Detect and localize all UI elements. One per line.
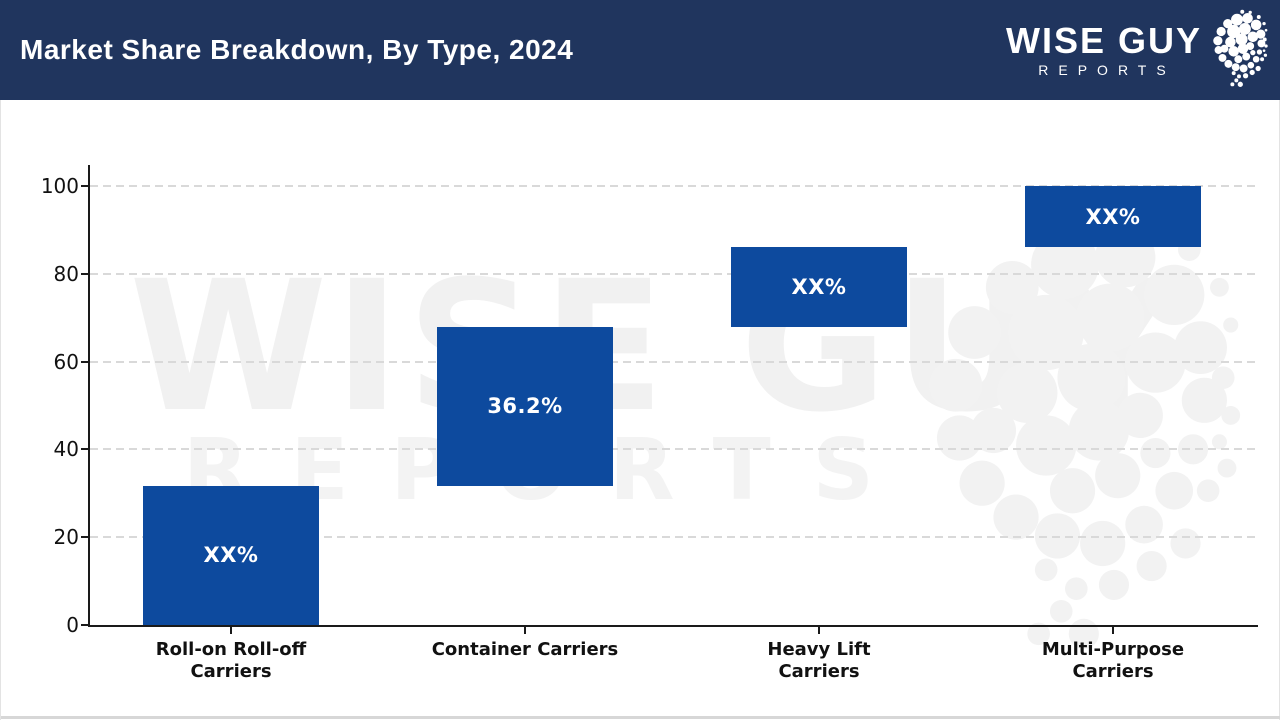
bar xyxy=(1025,186,1201,248)
y-tick-mark xyxy=(81,185,89,187)
y-tick-mark xyxy=(81,624,89,626)
x-category-label: Roll-on Roll-off Carriers xyxy=(155,639,307,682)
bar-value-label: XX% xyxy=(203,543,259,568)
y-tick-mark xyxy=(81,448,89,451)
x-tick-mark xyxy=(524,627,526,634)
y-tick-mark xyxy=(81,536,89,539)
bar-value-label: 36.2% xyxy=(487,394,563,419)
x-tick-mark xyxy=(1112,627,1114,634)
x-category-label: Multi-Purpose Carriers xyxy=(1041,639,1185,682)
header-bar: Market Share Breakdown, By Type, 2024 WI… xyxy=(0,0,1280,100)
plot: 0 20 40 60 80 100 XX% 36.2% XX% XX% Roll-on Roll-o… xyxy=(1,100,1280,720)
bar xyxy=(437,326,613,486)
logo-text: WISE GUY REPORTS xyxy=(1006,21,1202,79)
y-tick-label: 20 xyxy=(53,525,79,550)
page-title: Market Share Breakdown, By Type, 2024 xyxy=(20,34,574,65)
bar xyxy=(731,247,907,327)
x-category-label: Container Carriers xyxy=(431,639,619,660)
gridline xyxy=(90,360,1258,363)
gridline xyxy=(90,185,1258,187)
x-tick-mark xyxy=(230,627,232,634)
gridline xyxy=(90,536,1258,539)
y-axis xyxy=(88,165,90,626)
logo-wordmark: WISE GUY xyxy=(1005,20,1202,61)
y-tick-label: 60 xyxy=(53,349,79,374)
wiseguy-logo: WISE GUY REPORTS xyxy=(1006,6,1270,94)
y-tick-mark xyxy=(81,360,89,363)
y-tick-mark xyxy=(81,272,89,275)
bar xyxy=(143,485,319,625)
x-category-label: Heavy Lift Carriers xyxy=(767,639,871,682)
gridline xyxy=(90,272,1258,275)
y-tick-label: 80 xyxy=(53,261,79,286)
gridline xyxy=(90,448,1258,451)
y-tick-label: 100 xyxy=(40,174,79,198)
logo-head-icon xyxy=(1213,9,1268,87)
bar-value-label: XX% xyxy=(1085,204,1141,229)
bottom-divider xyxy=(1,716,1280,719)
x-axis xyxy=(88,625,1258,627)
x-tick-mark xyxy=(818,627,820,634)
y-tick-label: 40 xyxy=(53,437,79,462)
y-tick-label: 0 xyxy=(66,613,79,637)
logo-subtext: REPORTS xyxy=(1038,62,1176,78)
chart-area: WISE GUY REPORTS 020406080100XX%36.2%XX%… xyxy=(0,100,1280,720)
bar-value-label: XX% xyxy=(791,275,847,300)
